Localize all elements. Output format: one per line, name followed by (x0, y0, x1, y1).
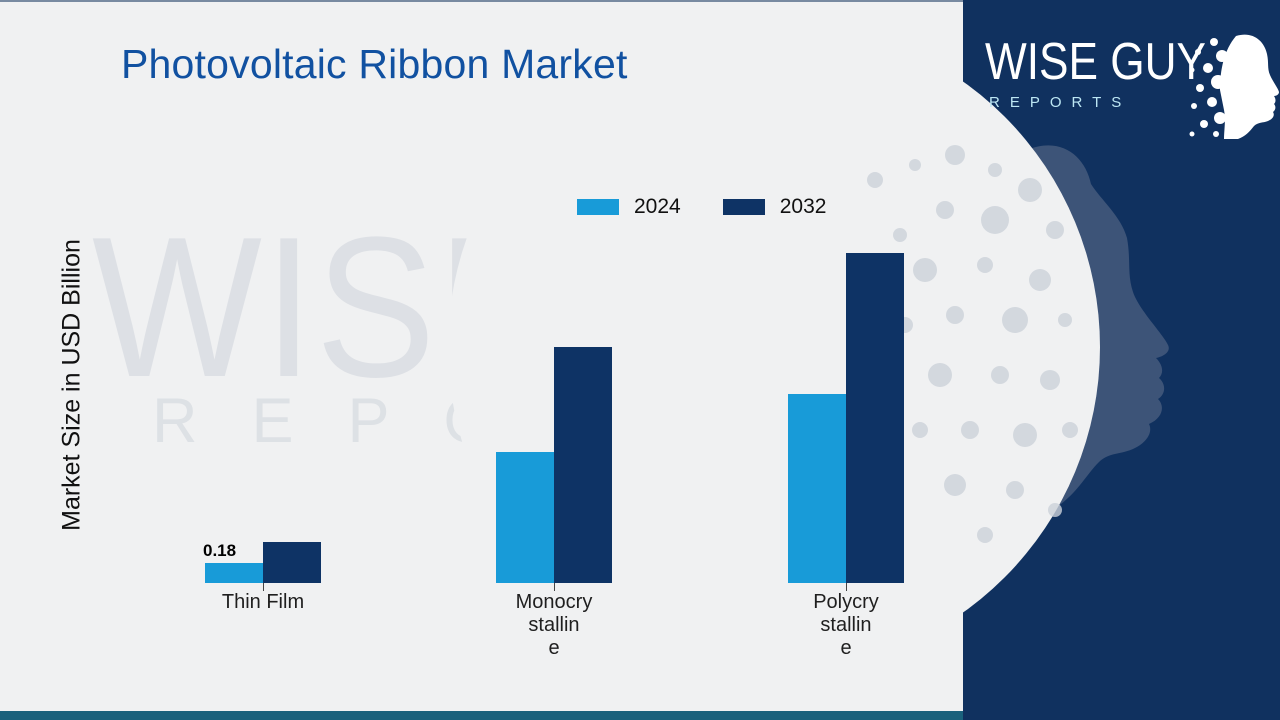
legend-item-2032: 2032 (722, 195, 827, 219)
chart-legend: 2024 2032 (577, 195, 826, 219)
category-label-polycrystalline: Polycry stallin e (813, 591, 879, 659)
legend-swatch-2024 (577, 199, 619, 215)
logo-brand-text: WISE GUY (985, 33, 1207, 91)
x-axis-tick (554, 583, 555, 591)
legend-swatch-2032 (722, 199, 765, 215)
y-axis-label: Market Size in USD Billion (57, 239, 86, 531)
bar-polycrystalline-2032 (846, 253, 904, 583)
x-axis-tick (263, 583, 264, 591)
logo-face-icon (1189, 34, 1279, 139)
bar-thin-film-2032 (263, 542, 321, 583)
top-border-line (0, 0, 963, 2)
category-label-monocrystalline: Monocry stallin e (515, 591, 593, 659)
bar-value-label: 0.18 (203, 541, 237, 560)
x-axis-tick (846, 583, 847, 591)
bar-thin-film-2024 (205, 563, 263, 583)
wise-guy-reports-logo: WISE GUY REPORTS (985, 33, 1279, 139)
legend-label: 2024 (634, 195, 681, 218)
legend-label: 2032 (779, 195, 827, 218)
category-label-thin-film: Thin Film (221, 591, 305, 613)
logo-reports-text: REPORTS (989, 94, 1132, 111)
bar-monocrystalline-2032 (554, 347, 612, 583)
page-title: Photovoltaic Ribbon Market (121, 41, 628, 87)
legend-item-2024: 2024 (577, 195, 681, 219)
watermark-dots-icon (860, 145, 1078, 543)
bottom-accent-bar (0, 711, 963, 720)
bar-monocrystalline-2024 (496, 452, 554, 583)
bar-polycrystalline-2024 (788, 394, 846, 583)
